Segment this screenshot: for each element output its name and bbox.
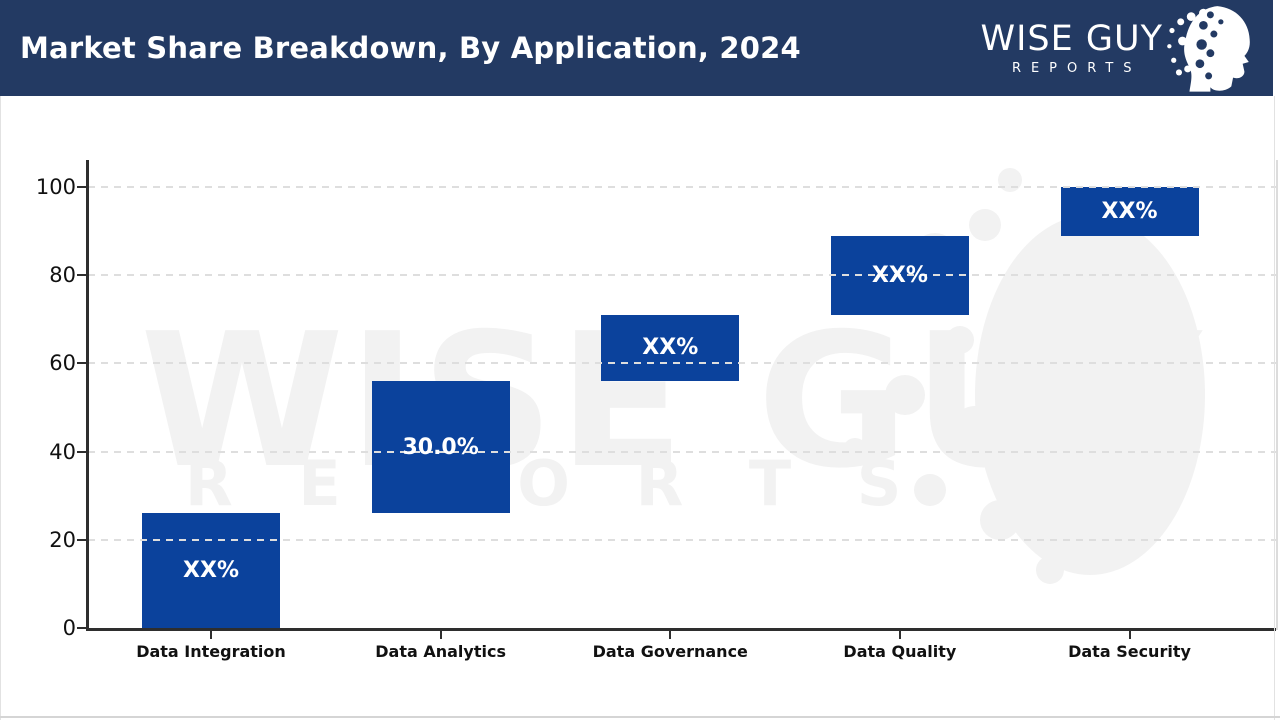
y-tick-20 [77,538,86,541]
watermark-subtitle: R E P O R T S [185,447,923,520]
header: Market Share Breakdown, By Application, … [0,0,1273,96]
y-tick-label-20: 20 [49,527,76,552]
x-tick-2 [439,630,442,639]
x-tick-3 [669,630,672,639]
figure-border-bottom [0,716,1280,718]
x-tick-1 [210,630,212,639]
x-category-label: Data Quality [843,642,957,661]
x-axis-line [86,628,1276,631]
figure-border-left [0,96,1,720]
y-tick-label-80: 80 [49,263,76,288]
y-tick-label-100: 100 [35,175,76,199]
wise-guy-logo: WISE GUY REPORTS [980,0,1261,96]
x-tick-5 [1128,630,1131,639]
x-category-label: Data Security [1068,642,1191,661]
bar-data-governance [601,314,740,382]
y-tick-100 [77,186,86,188]
bar-value-label: 30.0% [402,434,479,460]
y-tick-label-40: 40 [49,439,76,464]
logo-wordmark: WISE GUY [980,18,1163,59]
gridline-80 [88,274,1276,277]
gridline-40 [88,450,1276,453]
logo-subtitle: REPORTS [1011,60,1142,76]
figure-border-right [1274,96,1275,720]
y-tick-60 [77,362,86,365]
y-tick-80 [77,274,86,277]
y-axis-line [86,160,89,630]
x-tick-4 [898,630,901,639]
page-title: Market Share Breakdown, By Application, … [20,31,801,65]
logo-face-icon [1167,6,1250,92]
x-category-label: Data Analytics [375,642,506,661]
bar-value-label: XX% [642,335,699,361]
logo-wordmark-block: WISE GUY REPORTS [980,18,1163,76]
gridline-20 [88,538,1276,541]
x-category-label: Data Governance [592,642,748,661]
bar-value-label: XX% [183,558,239,584]
bar-data-analytics [371,381,510,514]
gridline-100 [88,186,1276,188]
bar-data-integration [142,513,280,628]
x-category-label: Data Integration [136,642,286,661]
y-tick-label-0: 0 [62,616,76,640]
y-tick-40 [77,450,86,453]
y-tick-label-60: 60 [49,351,76,376]
bar-data-security [1060,187,1199,236]
gridline-60 [88,362,1276,365]
bar-value-label: XX% [1101,198,1158,224]
bar-value-label: XX% [871,262,928,288]
plot-right-border [1276,160,1278,630]
y-tick-0 [77,627,86,629]
